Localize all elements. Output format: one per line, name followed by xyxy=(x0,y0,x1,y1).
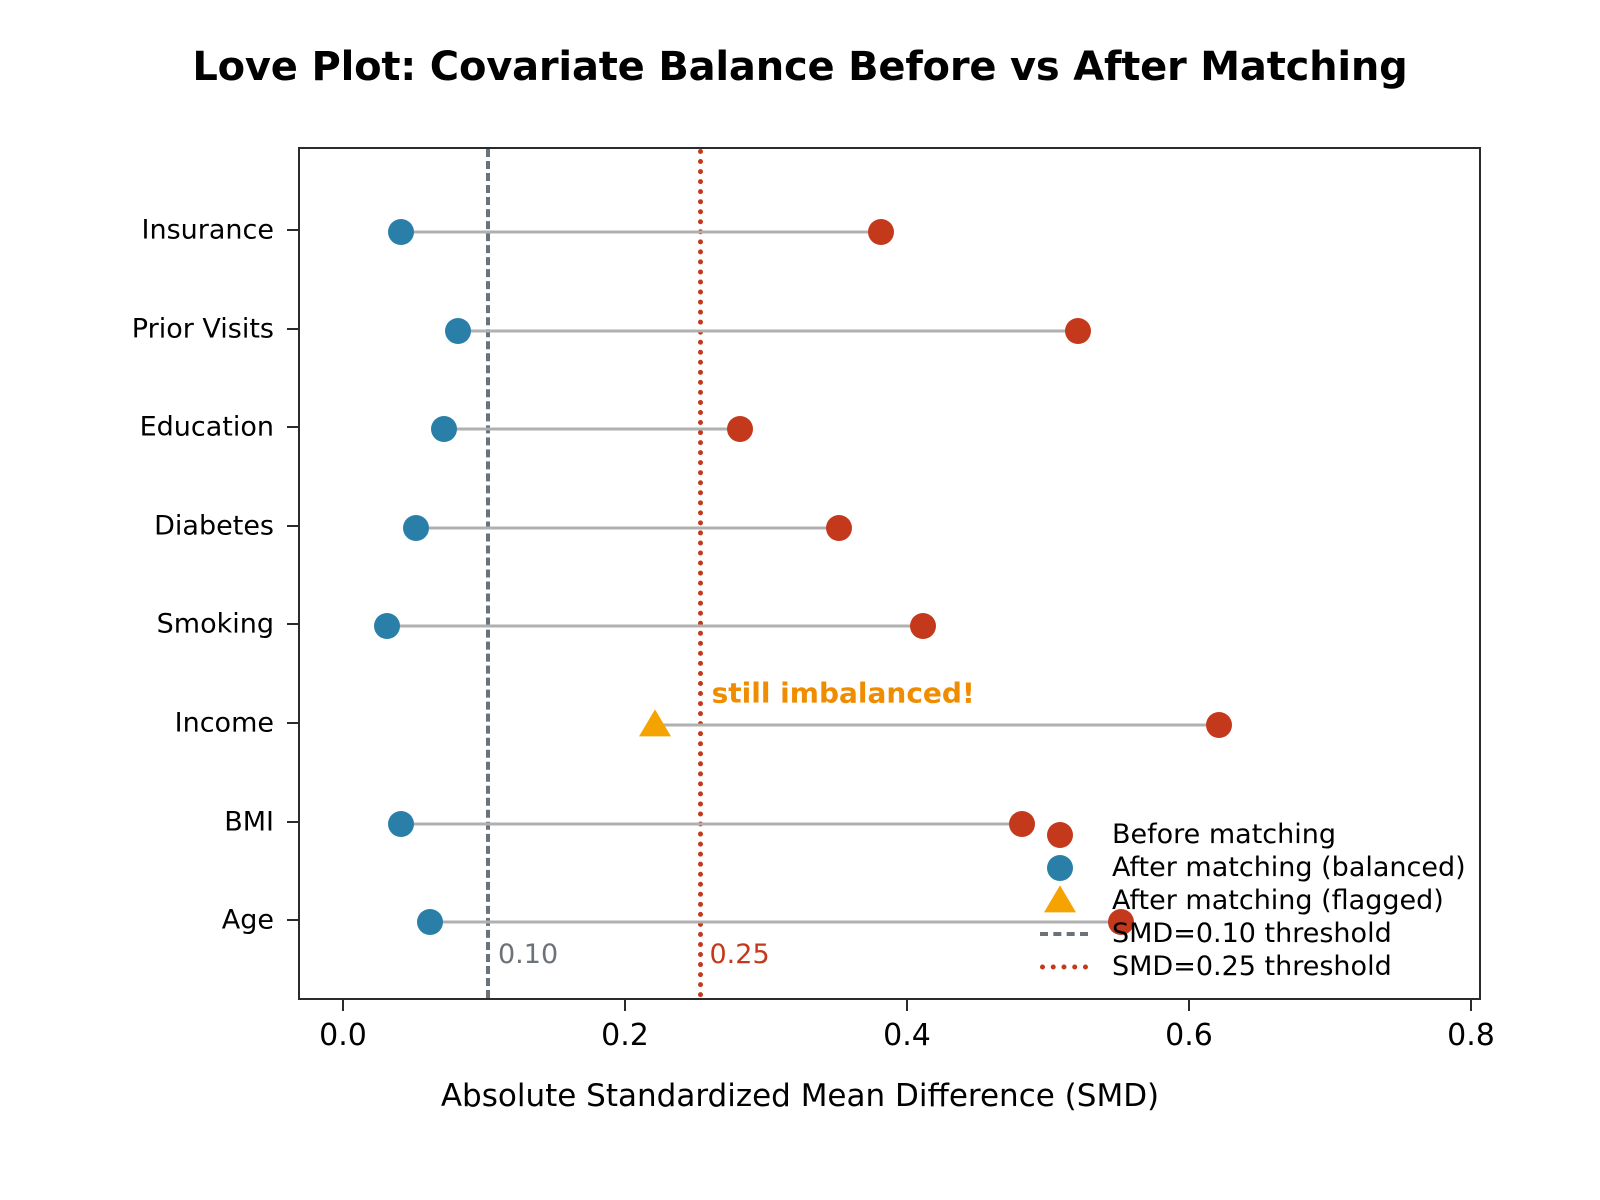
connector-line xyxy=(401,230,881,234)
y-axis-label-age: Age xyxy=(221,904,274,936)
connector-line xyxy=(429,920,1121,924)
y-axis-tick xyxy=(287,327,298,330)
legend-key-before xyxy=(1040,818,1112,851)
before-matching-marker[interactable] xyxy=(1008,810,1035,837)
x-axis-tick xyxy=(342,1000,344,1011)
after-matching-marker[interactable] xyxy=(430,416,457,443)
page-title: Love Plot: Covariate Balance Before vs A… xyxy=(192,44,1408,90)
legend-triangle-orange-icon xyxy=(1044,884,1076,912)
legend-key-threshold-025 xyxy=(1040,950,1112,983)
x-axis-tick xyxy=(624,1000,626,1011)
legend: Before matching After matching (balanced)… xyxy=(1040,818,1480,983)
before-matching-marker[interactable] xyxy=(1206,712,1233,738)
legend-item[interactable]: SMD=0.10 threshold xyxy=(1040,917,1480,950)
after-matching-marker[interactable] xyxy=(444,317,471,344)
plot-area: 0.10 0.25 still imbalanced! xyxy=(298,147,1481,1000)
legend-key-flagged xyxy=(1040,884,1112,917)
before-matching-marker[interactable] xyxy=(910,613,937,640)
legend-dashed-line-icon xyxy=(1040,931,1088,936)
legend-item[interactable]: Before matching xyxy=(1040,818,1480,851)
connector-line xyxy=(443,427,740,431)
y-axis-label-diabetes: Diabetes xyxy=(154,510,274,542)
connector-line xyxy=(415,526,839,530)
legend-key-after xyxy=(1040,851,1112,884)
y-axis-label-income: Income xyxy=(174,707,274,739)
legend-item[interactable]: After matching (flagged) xyxy=(1040,884,1480,917)
plot-inner: 0.10 0.25 still imbalanced! xyxy=(300,149,1479,998)
y-axis-label-education: Education xyxy=(139,411,274,443)
connector-line xyxy=(655,723,1220,727)
before-matching-marker[interactable] xyxy=(1065,317,1092,344)
threshold-label-010: 0.10 xyxy=(498,939,559,970)
before-matching-marker[interactable] xyxy=(825,514,852,541)
after-matching-marker[interactable] xyxy=(374,613,401,640)
y-axis-tick xyxy=(287,623,298,626)
x-axis-title: Absolute Standardized Mean Difference (S… xyxy=(440,1078,1160,1114)
y-axis-tick xyxy=(287,820,298,823)
y-axis-tick xyxy=(287,722,298,724)
legend-label: After matching (flagged) xyxy=(1112,885,1444,916)
threshold-label-025: 0.25 xyxy=(709,939,770,970)
legend-key-threshold-010 xyxy=(1040,917,1112,950)
legend-label: SMD=0.10 threshold xyxy=(1112,918,1392,949)
legend-label: Before matching xyxy=(1112,819,1337,850)
after-matching-flagged-marker[interactable] xyxy=(639,709,672,737)
legend-dotted-line-icon xyxy=(1040,964,1088,969)
before-matching-marker[interactable] xyxy=(726,416,753,443)
x-axis-tick xyxy=(1470,1000,1472,1011)
after-matching-marker[interactable] xyxy=(388,219,415,245)
x-axis-tick xyxy=(1188,1000,1190,1011)
legend-item[interactable]: SMD=0.25 threshold xyxy=(1040,950,1480,983)
x-axis-tick-label: 0.2 xyxy=(601,1018,649,1053)
y-axis-tick xyxy=(287,524,298,527)
annotation-still-imbalanced: still imbalanced! xyxy=(711,676,975,710)
after-matching-marker[interactable] xyxy=(402,514,429,541)
x-axis-tick-label: 0.0 xyxy=(319,1018,367,1053)
before-matching-marker[interactable] xyxy=(1107,909,1134,936)
before-matching-marker[interactable] xyxy=(867,219,894,245)
legend-circle-red-icon xyxy=(1047,821,1073,848)
x-axis-tick-label: 0.4 xyxy=(883,1018,931,1053)
connector-line xyxy=(401,822,1022,826)
x-axis-tick-label: 0.6 xyxy=(1165,1018,1213,1053)
after-matching-marker[interactable] xyxy=(388,810,415,837)
connector-line xyxy=(387,624,924,628)
y-axis-label-prior-visits: Prior Visits xyxy=(131,313,274,345)
legend-label: SMD=0.25 threshold xyxy=(1112,951,1392,982)
threshold-line-010 xyxy=(486,149,490,998)
legend-label: After matching (balanced) xyxy=(1112,852,1466,883)
y-axis-tick xyxy=(287,229,298,231)
legend-item[interactable]: After matching (balanced) xyxy=(1040,851,1480,884)
after-matching-marker[interactable] xyxy=(416,909,443,936)
y-axis-label-insurance: Insurance xyxy=(141,214,274,246)
y-axis-label-bmi: BMI xyxy=(224,806,274,838)
y-axis-tick xyxy=(287,919,298,922)
y-axis-tick xyxy=(287,426,298,429)
x-axis-tick xyxy=(906,1000,908,1011)
threshold-line-025 xyxy=(697,149,703,998)
y-axis-label-smoking: Smoking xyxy=(156,608,274,640)
connector-line xyxy=(457,329,1079,333)
legend-circle-blue-icon xyxy=(1047,854,1073,881)
x-axis-tick-label: 0.8 xyxy=(1447,1018,1495,1053)
